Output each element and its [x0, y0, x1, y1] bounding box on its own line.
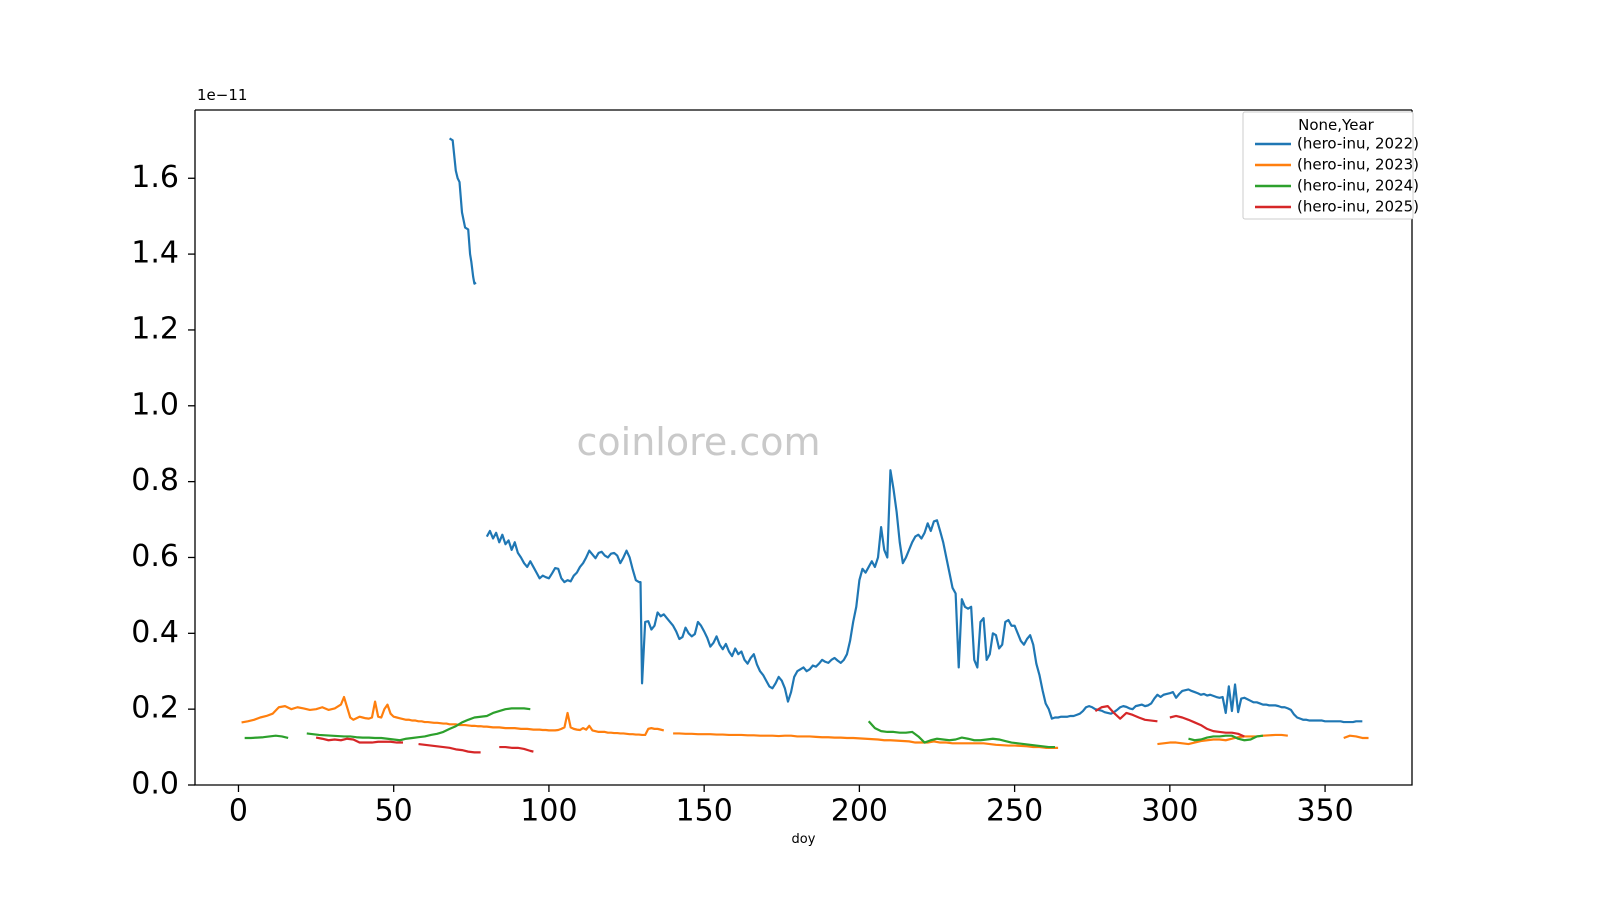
series-1 — [449, 137, 1363, 724]
legend-title: None,Year — [1298, 116, 1374, 134]
legend-label: (hero-inu, 2024) — [1297, 177, 1419, 195]
x-tick-label: 100 — [520, 794, 577, 829]
y-tick-label: 0.6 — [131, 539, 179, 574]
x-axis-title: doy — [792, 832, 816, 847]
x-tick-label: 300 — [1141, 794, 1198, 829]
legend-label: (hero-inu, 2022) — [1297, 135, 1419, 153]
axes-spines — [194, 110, 1413, 786]
series-line — [485, 469, 1363, 724]
legend: None,Year(hero-inu, 2022) (hero-inu, 2023… — [1242, 111, 1419, 220]
x-tick-label: 150 — [676, 794, 733, 829]
series-line — [1094, 705, 1158, 723]
series-line — [867, 720, 1055, 749]
y-tick-label: 0.8 — [131, 463, 179, 498]
y-tick-label: 1.2 — [131, 311, 179, 346]
series-line — [1188, 734, 1264, 742]
series-line — [244, 734, 289, 740]
series-line — [1157, 733, 1288, 746]
x-tick-label: 250 — [986, 794, 1043, 829]
x-tick-label: 350 — [1296, 794, 1353, 829]
series-line — [1169, 714, 1245, 738]
x-tick-label: 0 — [229, 794, 248, 829]
legend-background — [1242, 111, 1414, 220]
y-tick-label: 0.2 — [131, 691, 179, 726]
y-tick-label: 0.0 — [131, 767, 179, 802]
series-4 — [315, 705, 1245, 754]
legend-label: (hero-inu, 2023) — [1297, 156, 1419, 174]
series-line — [315, 736, 404, 744]
series-line — [306, 707, 531, 742]
series-2 — [241, 695, 1369, 749]
y-tick-label: 0.4 — [131, 615, 179, 650]
y-axis-offset-text: 1e−11 — [197, 86, 247, 104]
series-line — [499, 745, 534, 753]
series-line — [241, 695, 665, 737]
x-tick-label: 200 — [831, 794, 888, 829]
series-line — [418, 742, 481, 754]
series-line — [449, 137, 477, 285]
series-line — [673, 732, 1059, 749]
x-tick-label: 50 — [375, 794, 413, 829]
y-tick-label: 1.0 — [131, 387, 179, 422]
series-line — [1343, 734, 1369, 740]
series-3 — [244, 707, 1264, 749]
y-tick-label: 1.4 — [131, 236, 179, 271]
legend-label: (hero-inu, 2025) — [1297, 198, 1419, 216]
y-tick-label: 1.6 — [131, 160, 179, 195]
watermark-text: coinlore.com — [577, 420, 821, 464]
